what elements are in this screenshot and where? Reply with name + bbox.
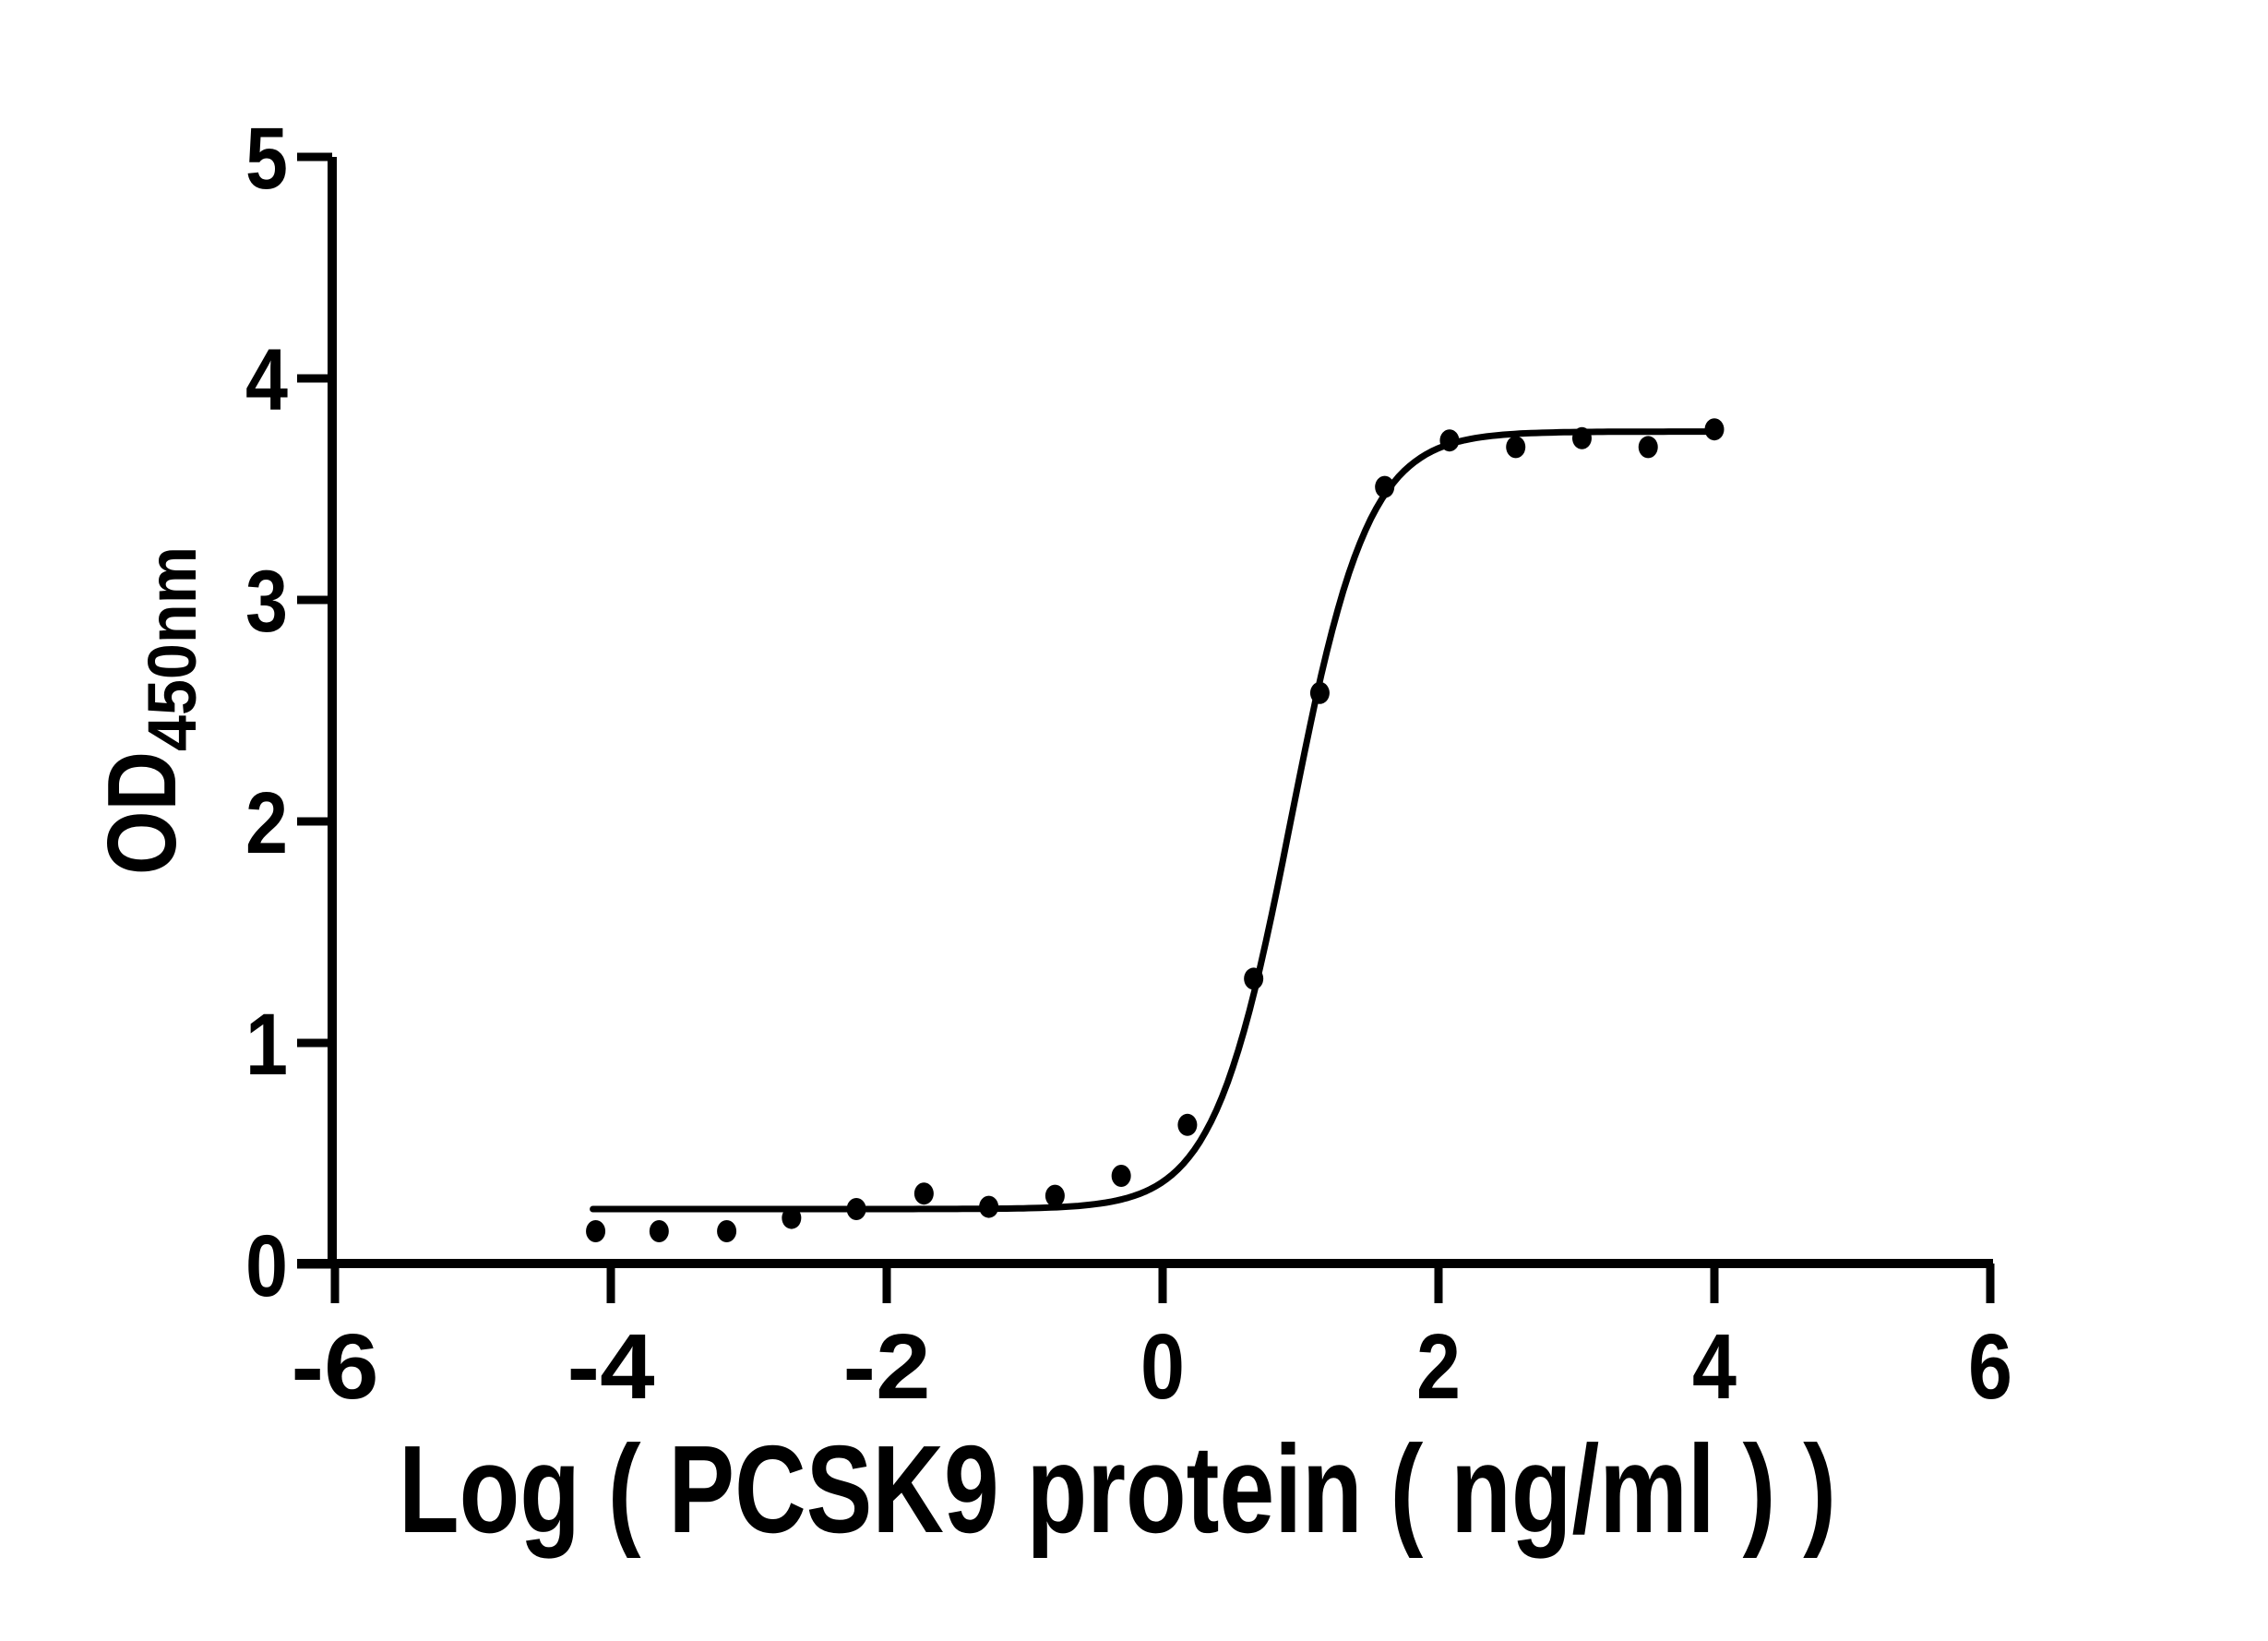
x-axis-title: Log ( PCSK9 protein ( ng/ml ) ) (399, 1419, 1836, 1559)
data-point-marker (1111, 1165, 1131, 1187)
x-axis-tick-labels: -6 -4 -2 0 2 4 6 (292, 1315, 2013, 1419)
data-point-marker (1506, 436, 1526, 459)
x-tick-label: 6 (1968, 1315, 2012, 1419)
y-tick-label: 1 (245, 996, 288, 1094)
data-point-marker (1309, 681, 1330, 704)
data-point-marker (1571, 426, 1592, 449)
data-point-marker (1044, 1184, 1065, 1207)
x-tick-label: -2 (843, 1315, 931, 1419)
data-point-marker (586, 1220, 606, 1242)
data-point-marker (782, 1206, 802, 1229)
data-point-marker (1638, 436, 1658, 459)
data-point-marker (1439, 429, 1460, 452)
data-point-marker (649, 1220, 669, 1242)
data-point-marker (717, 1220, 737, 1242)
data-point-marker (846, 1198, 866, 1220)
y-axis-title-main: OD (88, 751, 197, 875)
data-point-marker (1177, 1113, 1198, 1136)
y-tick-label: 2 (245, 774, 288, 872)
sigmoid-fit-curve (590, 428, 1716, 1213)
y-tick-label: 0 (245, 1217, 288, 1315)
y-tick-label: 4 (245, 331, 288, 429)
x-tick-label: 4 (1692, 1315, 1737, 1419)
data-point-marker (1704, 418, 1725, 441)
y-axis-title: OD450nm (88, 546, 210, 875)
x-tick-label: -4 (567, 1315, 655, 1419)
data-point-marker (1244, 967, 1264, 990)
x-tick-label: 0 (1140, 1315, 1185, 1419)
y-tick-label: 5 (245, 110, 288, 208)
x-tick-label: -6 (292, 1315, 379, 1419)
x-axis-tick-marks (330, 1264, 1995, 1303)
y-axis-title-subscript: 450nm (134, 546, 210, 751)
y-tick-label: 3 (245, 553, 288, 651)
data-point-marker (1375, 475, 1395, 498)
data-point-markers (586, 418, 1725, 1242)
y-axis-tick-labels: 0 1 2 3 4 5 (245, 110, 288, 1315)
y-axis-tick-marks (297, 152, 332, 1269)
x-tick-label: 2 (1416, 1315, 1461, 1419)
data-point-marker (979, 1195, 999, 1218)
data-point-marker (913, 1182, 934, 1205)
